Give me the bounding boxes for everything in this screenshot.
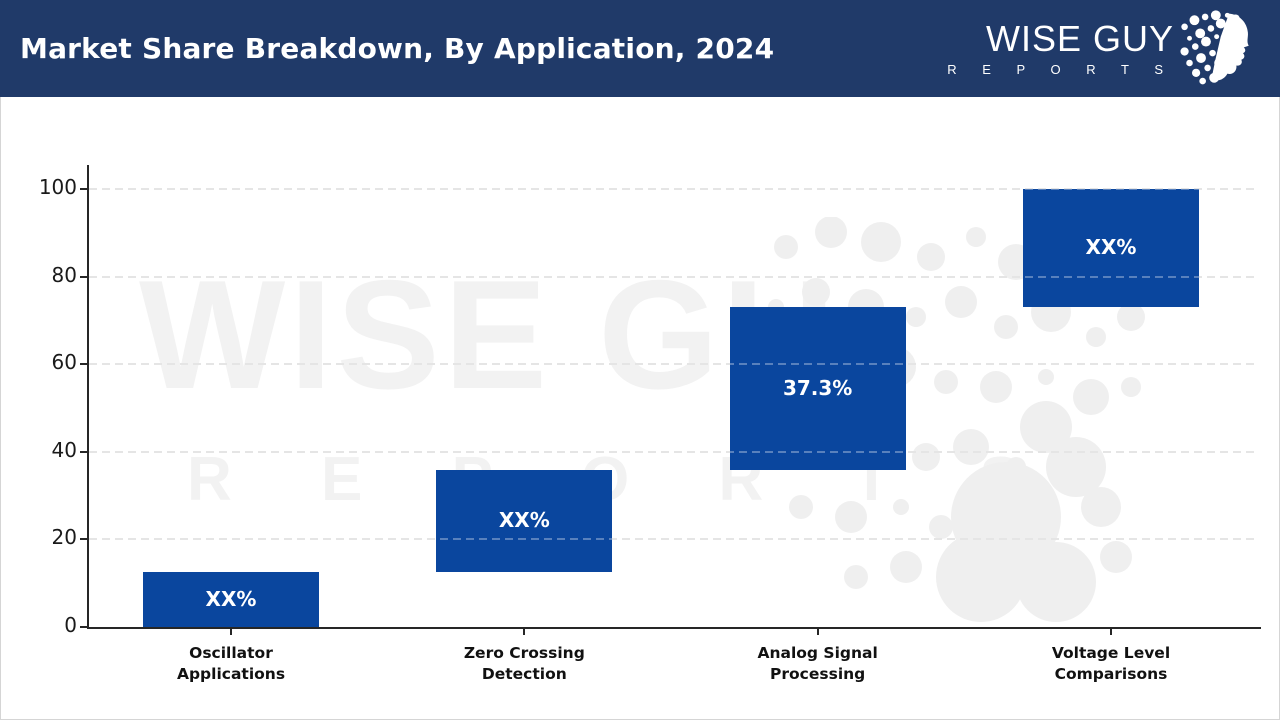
- x-category-line: Comparisons: [1054, 665, 1168, 683]
- gridline: [89, 538, 1259, 541]
- x-tick-mark: [230, 629, 232, 635]
- bar-value-label: XX%: [498, 508, 550, 533]
- x-tick-mark: [1109, 629, 1112, 635]
- bar-segment: [1022, 189, 1199, 307]
- y-tick-label: 40: [51, 437, 77, 462]
- y-tick-label: 20: [51, 525, 77, 550]
- x-category-line: Detection: [481, 665, 567, 683]
- x-category-line: Applications: [176, 665, 286, 683]
- y-tick-mark: [80, 538, 87, 541]
- y-tick-mark: [80, 188, 87, 190]
- chart-title: Market Share Breakdown, By Application, …: [20, 32, 775, 65]
- x-category-line: Voltage Level: [1051, 644, 1171, 662]
- x-category-label: Zero Crossing Detection: [409, 643, 639, 685]
- gridline: [89, 363, 1259, 366]
- x-category-line: Oscillator: [189, 644, 273, 662]
- x-category-line: Analog Signal: [757, 644, 878, 662]
- header-band: Market Share Breakdown, By Application, …: [0, 0, 1280, 97]
- x-category-line: Processing: [770, 665, 866, 683]
- gridline-overlay: [89, 275, 1259, 278]
- brand-subtitle: R E P O R T S: [947, 62, 1174, 77]
- brand-name: WISE GUY: [985, 18, 1174, 59]
- gridline-overlay: [89, 188, 1259, 190]
- y-tick-label: 80: [51, 262, 77, 287]
- wiseguy-face-icon: [1180, 9, 1249, 84]
- x-category-label: Voltage Level Comparisons: [996, 643, 1226, 685]
- y-tick-mark: [80, 363, 87, 366]
- gridline: [89, 450, 1259, 453]
- bar-segment: [143, 572, 319, 627]
- chart-canvas: WISE GU R E P O R T S 0 20 40 60 80 100 XX% Osc…: [0, 97, 1280, 720]
- gridline: [89, 275, 1259, 278]
- bar-segment: [729, 306, 906, 471]
- gridline-overlay: [89, 450, 1259, 453]
- bar-value-label: XX%: [205, 586, 257, 611]
- y-axis-line: [87, 165, 89, 629]
- x-tick-mark: [523, 629, 526, 635]
- x-tick-mark: [816, 629, 819, 635]
- bar-value-label: XX%: [1085, 234, 1137, 259]
- bar-segment: [436, 470, 613, 573]
- y-tick-mark: [80, 275, 87, 278]
- gridline: [89, 188, 1259, 190]
- brand-logo: WISE GUY R E P O R T S: [947, 9, 1252, 88]
- plot-area: 0 20 40 60 80 100 XX% Oscillator Applications XX%…: [39, 165, 1261, 683]
- y-tick-label: 0: [64, 613, 77, 637]
- x-category-line: Zero Crossing: [463, 644, 585, 662]
- bar-value-label: 37.3%: [782, 375, 853, 400]
- gridline-overlay: [89, 363, 1259, 366]
- y-tick-label: 60: [51, 350, 77, 375]
- y-tick-mark: [80, 450, 87, 453]
- watermark-text: WISE GU: [139, 248, 839, 421]
- x-category-label: Oscillator Applications: [116, 643, 346, 685]
- y-tick-label: 100: [38, 175, 77, 199]
- x-axis-line: [87, 627, 1261, 629]
- gridline-overlay: [89, 538, 1259, 541]
- y-tick-mark: [80, 626, 87, 628]
- x-category-label: Analog Signal Processing: [703, 643, 933, 685]
